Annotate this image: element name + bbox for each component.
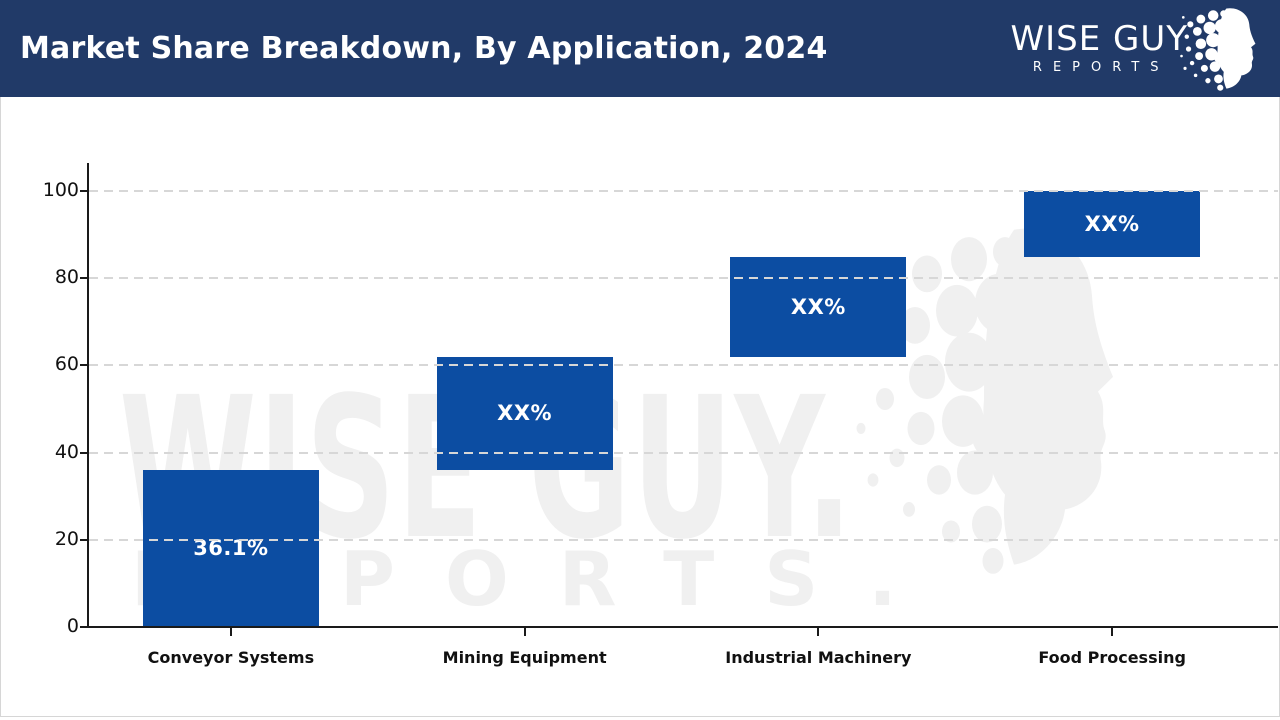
gridline — [89, 451, 1278, 454]
bar-segment: XX% — [730, 256, 907, 357]
y-tick-label: 40 — [54, 440, 79, 463]
chart-title: Market Share Breakdown, By Application, … — [20, 31, 828, 66]
gridline — [89, 364, 1278, 367]
x-tick — [1111, 627, 1114, 636]
x-category-label: Mining Equipment — [442, 648, 607, 667]
y-tick — [80, 277, 89, 280]
y-tick-label: 100 — [42, 179, 79, 202]
y-tick-label: 0 — [66, 615, 79, 637]
y-tick-label: 20 — [54, 527, 79, 550]
brand-name: WISE GUY — [1010, 19, 1188, 60]
x-category-label: Food Processing — [1038, 648, 1186, 667]
y-tick — [80, 626, 89, 628]
gridline — [89, 277, 1278, 280]
y-axis-line — [87, 163, 89, 627]
y-tick-label: 80 — [54, 266, 79, 289]
x-axis-line — [87, 626, 1278, 628]
bar-segment: XX% — [1024, 191, 1201, 257]
bar-value-label: XX% — [1084, 211, 1140, 236]
y-tick — [80, 190, 89, 193]
bar-value-label: XX% — [790, 294, 846, 319]
gridline — [89, 190, 1278, 193]
bar-segment: 36.1% — [142, 469, 319, 627]
x-tick — [523, 627, 526, 636]
bar-segment: XX% — [436, 356, 613, 470]
x-tick — [817, 627, 820, 636]
y-tick — [80, 364, 89, 367]
y-tick-label: 60 — [54, 353, 79, 376]
y-tick — [80, 538, 89, 541]
bar-value-label: XX% — [497, 401, 553, 426]
brand-logo: WISE GUY REPORTS — [1010, 5, 1280, 93]
x-tick — [229, 627, 232, 636]
brand-subtitle: REPORTS — [1032, 59, 1170, 75]
x-category-label: Conveyor Systems — [147, 648, 315, 667]
header: Market Share Breakdown, By Application, … — [0, 0, 1280, 97]
x-category-label: Industrial Machinery — [725, 648, 912, 667]
y-tick — [80, 451, 89, 454]
gridline — [89, 538, 1278, 541]
chart-card: WISE GUY. REPORTS. 0 20 40 60 80 100 36.1% Conv… — [0, 97, 1280, 717]
brand-face-icon — [1180, 7, 1256, 91]
brand-logo-text: WISE GUY REPORTS — [1010, 19, 1188, 75]
plot-area: 0 20 40 60 80 100 36.1% Conveyor Systems XX% Mini… — [43, 165, 1278, 667]
